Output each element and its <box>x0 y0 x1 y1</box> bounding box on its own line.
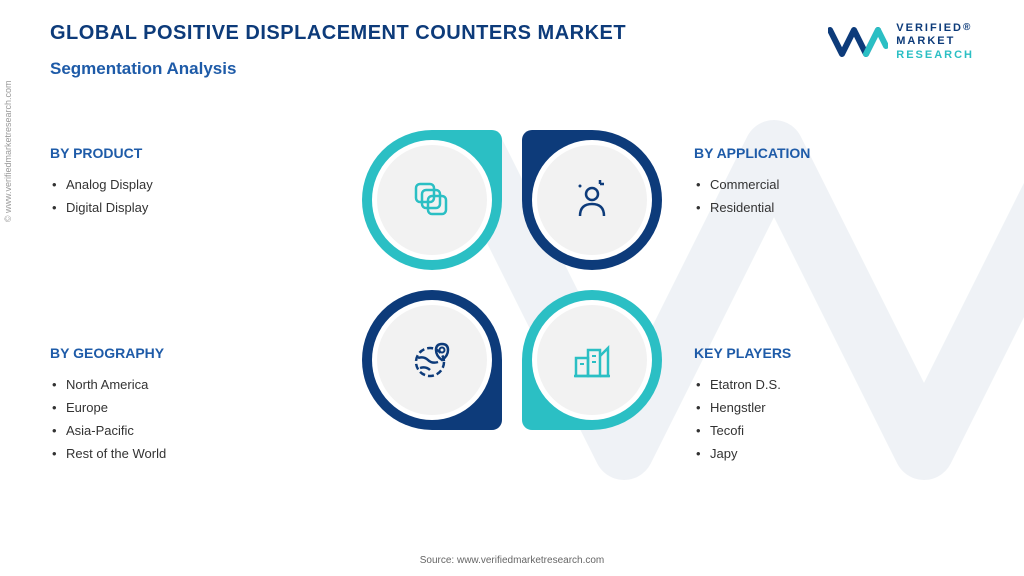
side-watermark: © www.verifiedmarketresearch.com <box>3 80 13 222</box>
petal-geography <box>357 285 507 435</box>
registered-icon: ® <box>963 22 972 33</box>
petal-application <box>517 125 667 275</box>
logo-text: VERIFIED® MARKET RESEARCH <box>896 22 974 62</box>
header: GLOBAL POSITIVE DISPLACEMENT COUNTERS MA… <box>50 22 974 79</box>
list-item: Etatron D.S. <box>694 373 974 396</box>
segment-heading: BY PRODUCT <box>50 145 330 161</box>
list-item: Analog Display <box>50 173 330 196</box>
list-item: Digital Display <box>50 196 330 219</box>
logo-line1: VERIFIED <box>896 22 963 34</box>
list-item: North America <box>50 373 330 396</box>
segment-list: Etatron D.S. Hengstler Tecofi Japy <box>694 373 974 465</box>
logo-line2: MARKET <box>896 35 974 48</box>
title-block: GLOBAL POSITIVE DISPLACEMENT COUNTERS MA… <box>50 22 626 79</box>
segment-heading: BY APPLICATION <box>694 145 974 161</box>
logo-line3: RESEARCH <box>896 49 974 62</box>
list-item: Japy <box>694 442 974 465</box>
source-text: Source: www.verifiedmarketresearch.com <box>420 555 605 566</box>
segment-application: BY APPLICATION Commercial Residential <box>694 145 974 219</box>
logo-mark-icon <box>828 22 888 62</box>
list-item: Asia-Pacific <box>50 419 330 442</box>
segment-heading: BY GEOGRAPHY <box>50 345 330 361</box>
center-graphic <box>357 125 667 435</box>
petal-inner <box>377 145 487 255</box>
list-item: Europe <box>50 396 330 419</box>
petal-inner <box>537 145 647 255</box>
segment-geography: BY GEOGRAPHY North America Europe Asia-P… <box>50 345 330 465</box>
page-subtitle: Segmentation Analysis <box>50 59 626 79</box>
list-item: Residential <box>694 196 974 219</box>
segment-heading: KEY PLAYERS <box>694 345 974 361</box>
segment-list: Commercial Residential <box>694 173 974 219</box>
person-icon <box>570 178 614 222</box>
page-title: GLOBAL POSITIVE DISPLACEMENT COUNTERS MA… <box>50 22 626 45</box>
globe-icon <box>410 338 454 382</box>
petal-product <box>357 125 507 275</box>
segment-key-players: KEY PLAYERS Etatron D.S. Hengstler Tecof… <box>694 345 974 465</box>
brand-logo: VERIFIED® MARKET RESEARCH <box>828 22 974 62</box>
list-item: Tecofi <box>694 419 974 442</box>
list-item: Commercial <box>694 173 974 196</box>
buildings-icon <box>570 338 614 382</box>
segment-product: BY PRODUCT Analog Display Digital Displa… <box>50 145 330 219</box>
petal-inner <box>537 305 647 415</box>
petal-inner <box>377 305 487 415</box>
list-item: Hengstler <box>694 396 974 419</box>
petal-players <box>517 285 667 435</box>
segment-list: North America Europe Asia-Pacific Rest o… <box>50 373 330 465</box>
layers-icon <box>410 178 454 222</box>
segment-list: Analog Display Digital Display <box>50 173 330 219</box>
list-item: Rest of the World <box>50 442 330 465</box>
